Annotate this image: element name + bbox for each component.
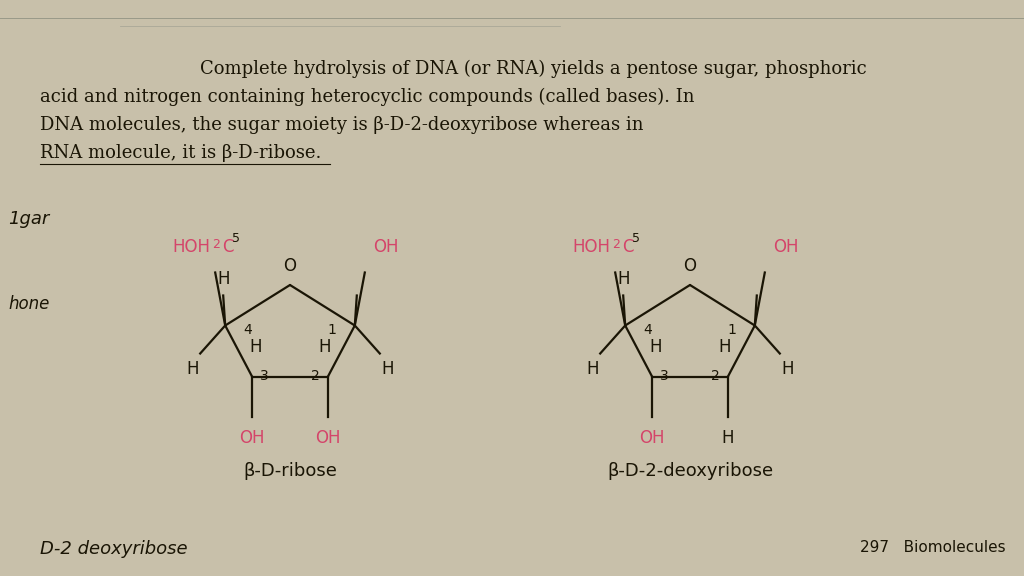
Text: β-D-ribose: β-D-ribose <box>243 462 337 480</box>
Text: 1gar: 1gar <box>8 210 49 228</box>
Text: 2: 2 <box>711 369 720 383</box>
Text: C: C <box>623 237 634 256</box>
Text: 2: 2 <box>311 369 319 383</box>
Text: OH: OH <box>315 429 341 447</box>
Text: H: H <box>649 339 662 357</box>
Text: RNA molecule, it is β-D-ribose.: RNA molecule, it is β-D-ribose. <box>40 144 322 162</box>
Text: HOH: HOH <box>172 237 210 256</box>
Text: H: H <box>722 429 734 447</box>
Text: 5: 5 <box>632 233 640 245</box>
Text: H: H <box>217 270 229 287</box>
Text: H: H <box>318 339 331 357</box>
Text: H: H <box>781 361 794 378</box>
Text: DNA molecules, the sugar moiety is β-D-2-deoxyribose whereas in: DNA molecules, the sugar moiety is β-D-2… <box>40 116 643 134</box>
Text: 1: 1 <box>728 324 737 338</box>
Text: H: H <box>382 361 394 378</box>
Text: D-2 deoxyribose: D-2 deoxyribose <box>40 540 187 558</box>
Text: 2: 2 <box>212 238 220 252</box>
Text: 297   Biomolecules: 297 Biomolecules <box>860 540 1006 555</box>
Text: 1: 1 <box>328 324 337 338</box>
Text: Complete hydrolysis of DNA (or RNA) yields a pentose sugar, phosphoric: Complete hydrolysis of DNA (or RNA) yiel… <box>200 60 866 78</box>
Text: 4: 4 <box>643 324 652 338</box>
Text: OH: OH <box>639 429 665 447</box>
Text: HOH: HOH <box>572 237 610 256</box>
Text: OH: OH <box>240 429 265 447</box>
Text: 4: 4 <box>244 324 252 338</box>
Text: H: H <box>249 339 261 357</box>
Text: 3: 3 <box>260 369 269 383</box>
Text: acid and nitrogen containing heterocyclic compounds (called bases). In: acid and nitrogen containing heterocycli… <box>40 88 694 106</box>
Text: H: H <box>186 361 199 378</box>
Text: C: C <box>222 237 233 256</box>
Text: H: H <box>719 339 731 357</box>
Text: O: O <box>683 257 696 275</box>
Text: H: H <box>616 270 630 287</box>
Text: OH: OH <box>773 237 799 256</box>
Text: β-D-2-deoxyribose: β-D-2-deoxyribose <box>607 462 773 480</box>
Text: 3: 3 <box>660 369 669 383</box>
Text: H: H <box>586 361 598 378</box>
Text: OH: OH <box>373 237 398 256</box>
Text: 5: 5 <box>232 233 241 245</box>
Text: 2: 2 <box>612 238 621 252</box>
Text: O: O <box>284 257 297 275</box>
Text: hone: hone <box>8 295 49 313</box>
